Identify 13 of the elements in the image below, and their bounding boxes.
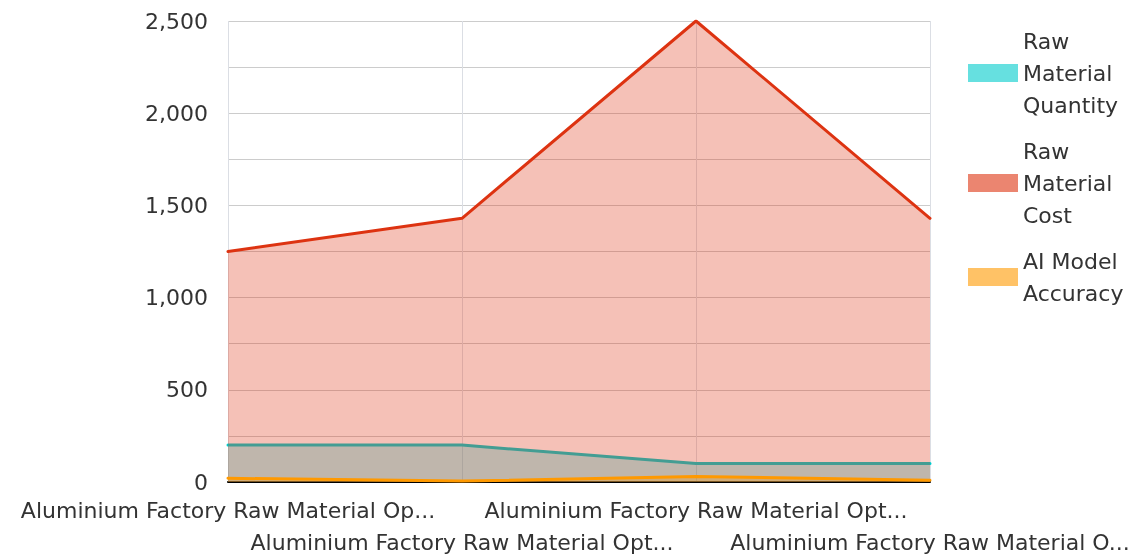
x-tick-label: Aluminium Factory Raw Material O... [730,529,1130,555]
y-tick-label: 500 [166,377,208,403]
legend-label: Raw Material Cost [1023,138,1120,228]
y-tick-label: 2,500 [145,8,208,34]
x-tick-label: Aluminium Factory Raw Material Opt... [250,529,674,555]
legend-label: AI Model Accuracy [1023,248,1125,306]
y-tick-label: 1,000 [145,285,208,311]
y-tick-label: 0 [194,469,208,495]
x-tick-label: Aluminium Factory Raw Material Opt... [484,497,908,523]
y-tick-label: 1,500 [145,192,208,218]
x-tick-label: Aluminium Factory Raw Material Op... [20,497,436,523]
y-tick-label: 2,000 [145,100,208,126]
legend-label: Raw Material Quantity [1023,28,1120,118]
